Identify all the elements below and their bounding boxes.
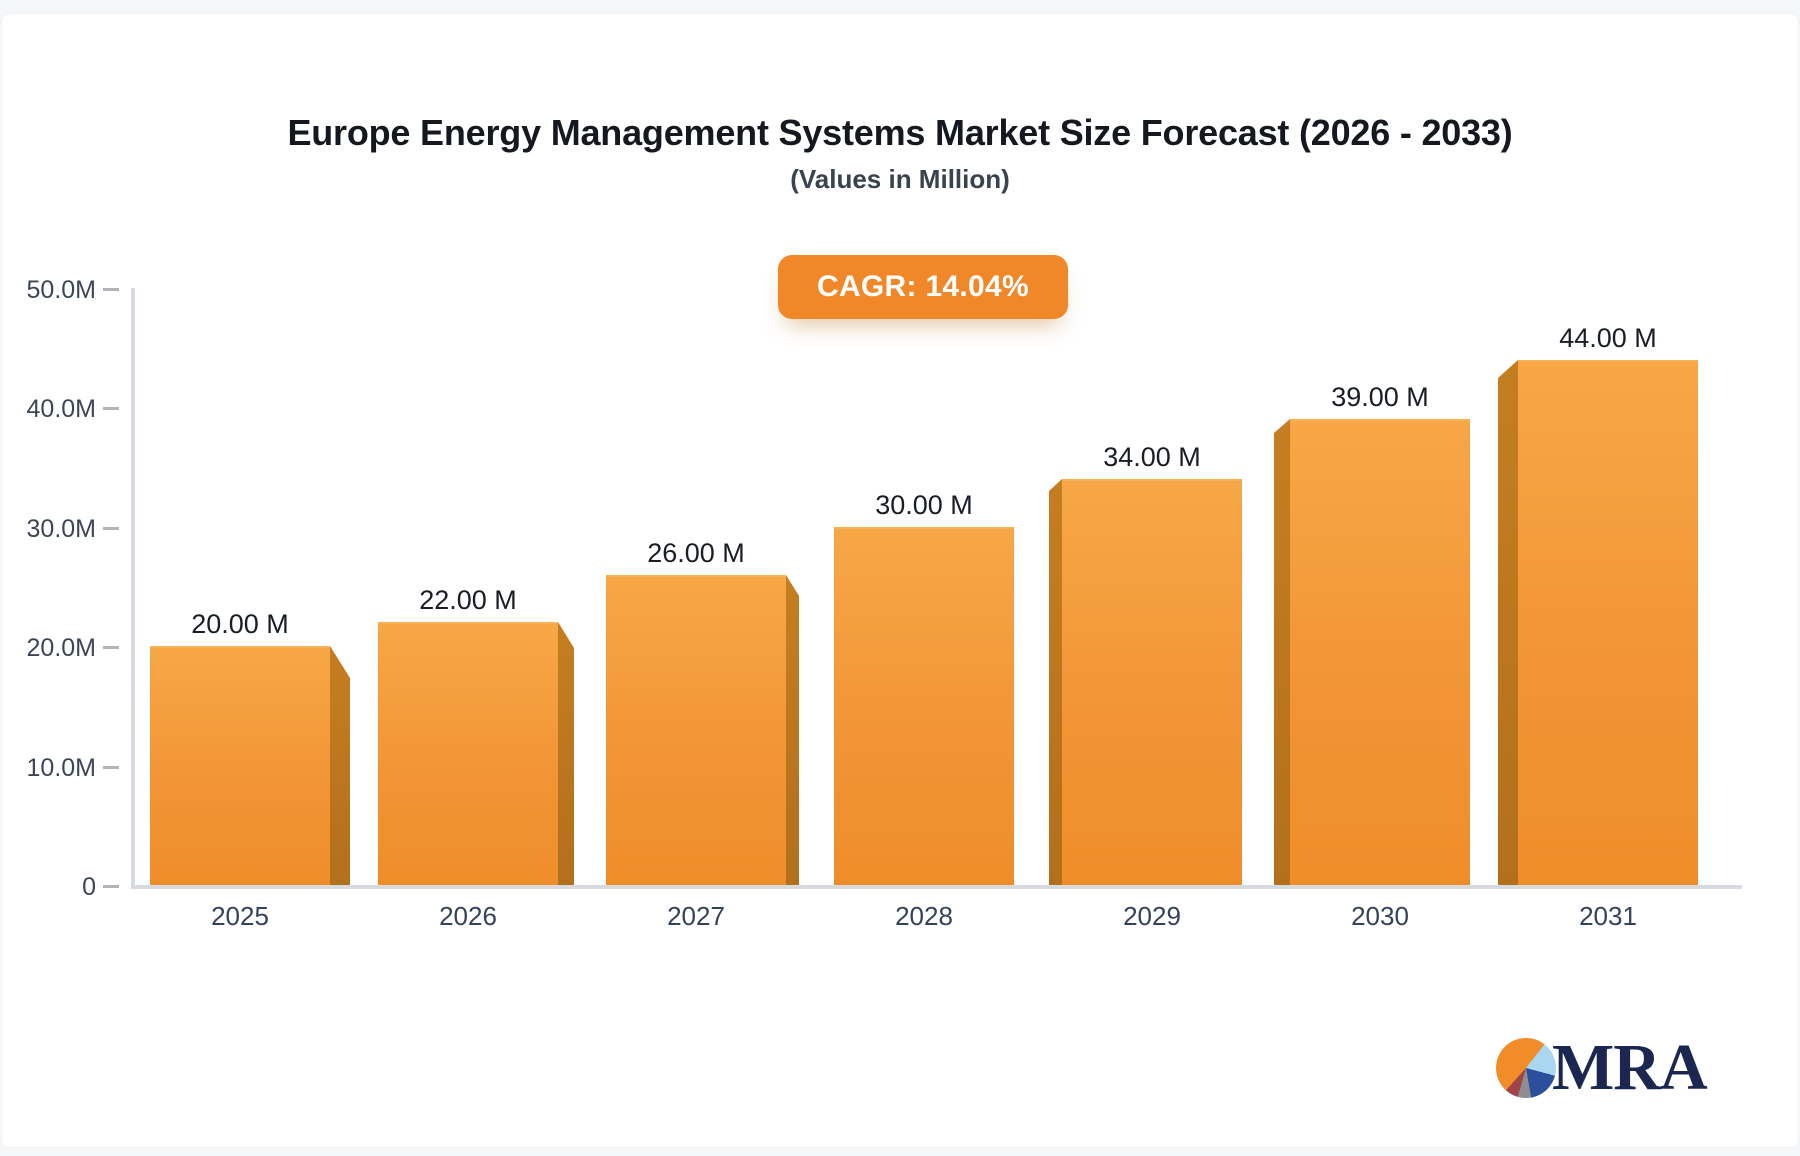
bar-side-face [786,575,799,885]
x-axis-label: 2031 [1579,901,1637,931]
bar-side-face [330,646,350,885]
x-axis-label: 2028 [895,901,953,931]
page-subtitle: (Values in Million) [790,164,1010,194]
top-edge [0,0,1800,13]
bar [1290,419,1470,885]
bar [606,575,786,885]
bar-value-label: 22.00 M [419,585,517,615]
bar-side-face [1498,360,1518,885]
y-axis-label: 30.0M [26,515,96,543]
bar [1518,360,1698,885]
bar [1062,479,1242,885]
y-axis-tick [103,766,119,769]
x-axis-label: 2027 [667,901,725,931]
y-axis-label: 20.0M [26,634,96,662]
brand-logo-text: MRA [1552,1031,1708,1104]
bar-side-face [1049,479,1062,885]
page-title: Europe Energy Management Systems Market … [287,112,1513,153]
x-axis-label: 2026 [439,901,497,931]
y-axis-label: 0 [82,873,96,901]
x-axis-label: 2025 [211,901,269,931]
pie-chart-logo-icon [1496,1038,1556,1098]
y-axis-tick [103,646,119,649]
y-axis-label: 50.0M [26,276,96,304]
bar [150,646,330,885]
brand-logo: MRA [1496,1031,1708,1104]
y-axis-tick [103,527,119,530]
bottom-edge [0,1148,1800,1156]
x-axis-label: 2030 [1351,901,1409,931]
y-axis-tick [103,288,119,291]
bar-value-label: 26.00 M [647,538,745,568]
y-axis-line [131,288,135,889]
bar-value-label: 39.00 M [1331,382,1429,412]
y-axis-tick [103,407,119,410]
y-axis-tick [103,885,119,888]
bar-value-label: 44.00 M [1559,323,1657,353]
y-axis-label: 10.0M [26,754,96,782]
bar [834,527,1014,885]
bar-side-face [558,622,574,885]
x-axis-label: 2029 [1123,901,1181,931]
x-axis-baseline [131,885,1742,889]
bar-value-label: 34.00 M [1103,442,1201,472]
cagr-badge: CAGR: 14.04% [778,255,1068,319]
bar-value-label: 20.00 M [191,609,289,639]
bar-value-label: 30.00 M [875,490,973,520]
bar [378,622,558,885]
y-axis-label: 40.0M [26,395,96,423]
bar-side-face [1274,419,1290,885]
